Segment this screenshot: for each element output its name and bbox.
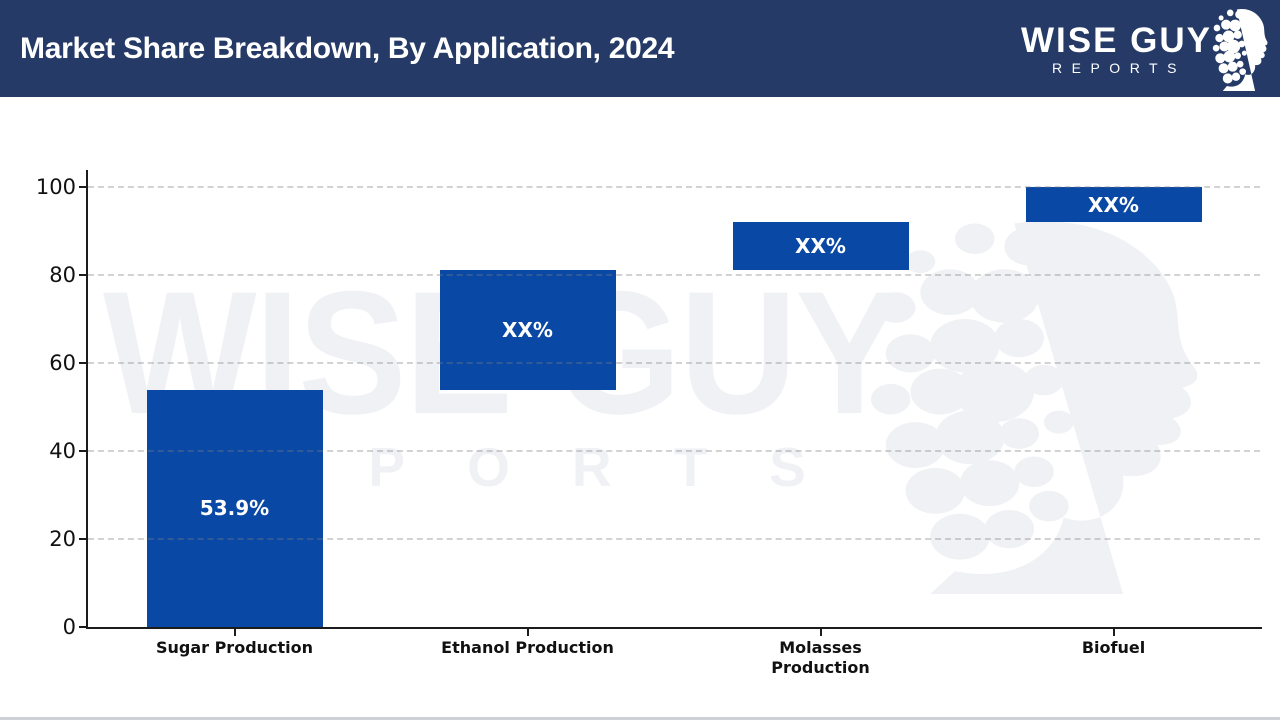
y-tick-label-60: 60: [49, 351, 76, 375]
watermark-face-icon: [866, 212, 1212, 594]
y-tick-label-20: 20: [49, 527, 76, 551]
y-tick-100: [79, 186, 86, 188]
gridline-60: [88, 362, 1260, 364]
y-tick-60: [79, 362, 86, 364]
y-tick-80: [79, 274, 86, 276]
y-axis: [86, 170, 88, 629]
brand-logo: WISE GUY REPORTS: [1021, 7, 1270, 91]
brand-name: WISE GUY: [1020, 20, 1212, 60]
brand-face-icon: [1212, 7, 1270, 91]
x-tick-sugar-production: [233, 629, 236, 636]
gridline-40: [88, 450, 1260, 452]
x-tick-label-sugar-production: Sugar Production: [155, 638, 314, 657]
bar-sugar-production: [146, 389, 323, 627]
x-tick-biofuel: [1112, 629, 1115, 636]
gridline-80: [88, 274, 1260, 276]
y-tick-label-100: 100: [35, 175, 76, 199]
brand-logo-text: WISE GUY REPORTS: [1021, 23, 1212, 75]
bottom-border: [0, 717, 1280, 720]
page-title: Market Share Breakdown, By Application, …: [20, 31, 675, 65]
bar-label-molasses-production: XX%: [795, 234, 846, 259]
header: Market Share Breakdown, By Application, …: [0, 0, 1280, 97]
y-tick-label-40: 40: [49, 439, 76, 463]
x-tick-label-ethanol-production: Ethanol Production: [441, 638, 614, 657]
bar-molasses-production: [732, 222, 909, 271]
bar-label-ethanol-production: XX%: [502, 318, 553, 342]
y-tick-0: [79, 626, 86, 628]
brand-subname: REPORTS: [1052, 59, 1186, 76]
x-axis: [86, 627, 1262, 629]
bar-label-biofuel: XX%: [1088, 192, 1139, 217]
bar-biofuel: [1025, 187, 1202, 223]
y-tick-40: [79, 450, 86, 452]
gridline-100: [88, 186, 1260, 188]
gridline-20: [88, 538, 1260, 540]
bar-label-sugar-production: 53.9%: [199, 496, 270, 521]
y-tick-label-0: 0: [62, 615, 76, 639]
x-tick-label-biofuel: Biofuel: [1081, 638, 1146, 657]
bar-ethanol-production: [439, 270, 616, 390]
x-tick-label-molasses-production: Molasses Production: [771, 638, 870, 677]
y-tick-label-80: 80: [49, 263, 76, 287]
x-tick-molasses-production: [819, 629, 822, 636]
y-tick-20: [79, 538, 86, 540]
x-tick-ethanol-production: [526, 629, 529, 636]
